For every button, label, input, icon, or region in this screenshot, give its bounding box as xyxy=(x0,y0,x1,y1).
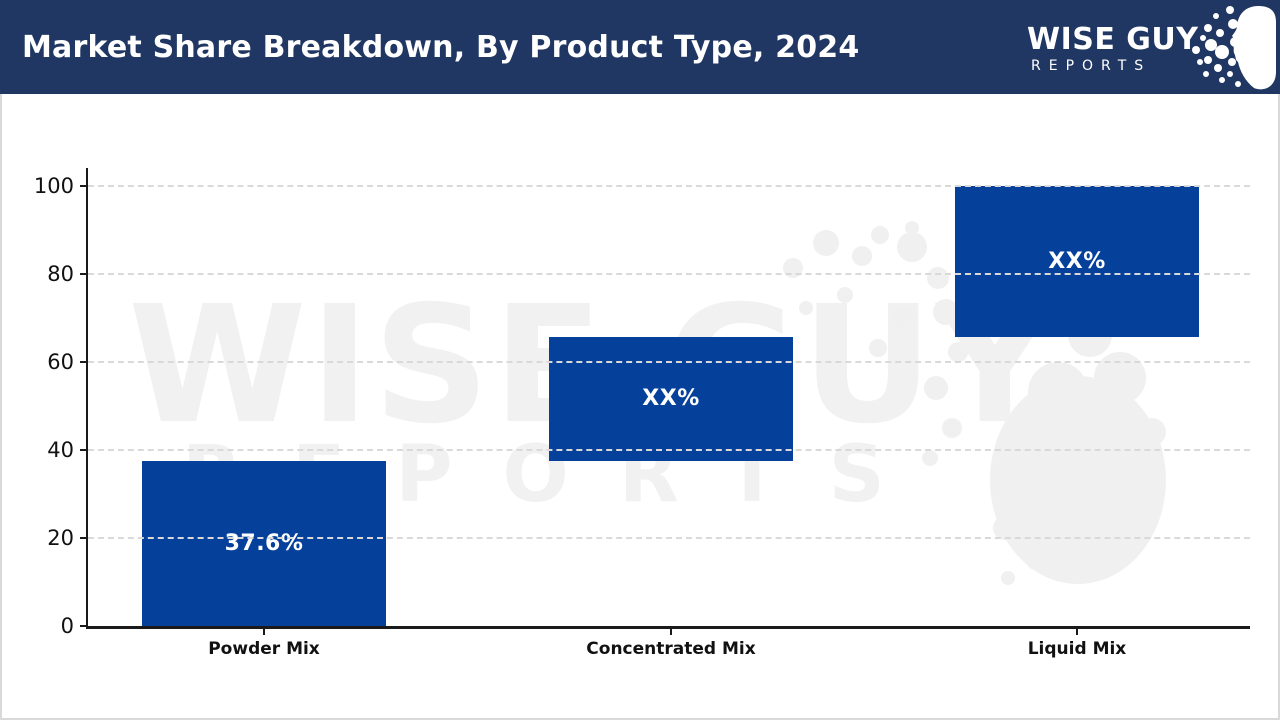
gridline-60 xyxy=(88,361,1250,363)
y-axis-tick-label-0: 0 xyxy=(60,614,74,638)
logo-reports-text: REPORTS xyxy=(1031,58,1152,74)
y-axis-tick-label-60: 60 xyxy=(47,350,74,374)
page-title: Market Share Breakdown, By Product Type,… xyxy=(22,29,860,65)
bar-value-label-concentrated-mix: XX% xyxy=(642,386,700,412)
x-axis-label-powder-mix: Powder Mix xyxy=(208,639,320,659)
bar-concentrated-mix: XX% xyxy=(549,337,793,461)
x-axis-tick-powder-mix xyxy=(263,626,265,635)
gridline-100 xyxy=(88,185,1250,187)
wise-guy-reports-logo: WISE GUY REPORTS xyxy=(1024,0,1276,94)
y-axis-tick-20 xyxy=(80,537,88,539)
bar-value-label-powder-mix: 37.6% xyxy=(224,530,304,556)
y-axis-tick-40 xyxy=(80,449,88,451)
x-axis-tick-concentrated-mix xyxy=(670,626,672,635)
x-axis-tick-liquid-mix xyxy=(1076,626,1078,635)
bar-value-label-liquid-mix: XX% xyxy=(1048,249,1106,275)
y-axis-tick-100 xyxy=(80,185,88,187)
header: Market Share Breakdown, By Product Type,… xyxy=(0,0,1280,94)
y-axis-tick-0 xyxy=(80,625,88,627)
y-axis-tick-label-80: 80 xyxy=(47,262,74,286)
y-axis-tick-label-40: 40 xyxy=(47,438,74,462)
y-axis-tick-label-20: 20 xyxy=(47,526,74,550)
bar-liquid-mix: XX% xyxy=(955,186,1199,338)
gridline-80 xyxy=(88,273,1250,275)
y-axis-tick-60 xyxy=(80,361,88,363)
x-axis-label-concentrated-mix: Concentrated Mix xyxy=(586,639,756,659)
gridline-20 xyxy=(88,537,1250,539)
logo-face-icon xyxy=(1192,6,1276,90)
y-axis-tick-label-100: 100 xyxy=(33,174,74,198)
logo-brand-text: WISE GUY xyxy=(1027,22,1199,57)
bar-powder-mix: 37.6% xyxy=(142,460,386,626)
gridline-40 xyxy=(88,449,1250,451)
x-axis-label-liquid-mix: Liquid Mix xyxy=(1027,639,1127,659)
y-axis-line xyxy=(86,168,88,629)
x-axis-line xyxy=(86,626,1250,629)
y-axis-tick-80 xyxy=(80,273,88,275)
